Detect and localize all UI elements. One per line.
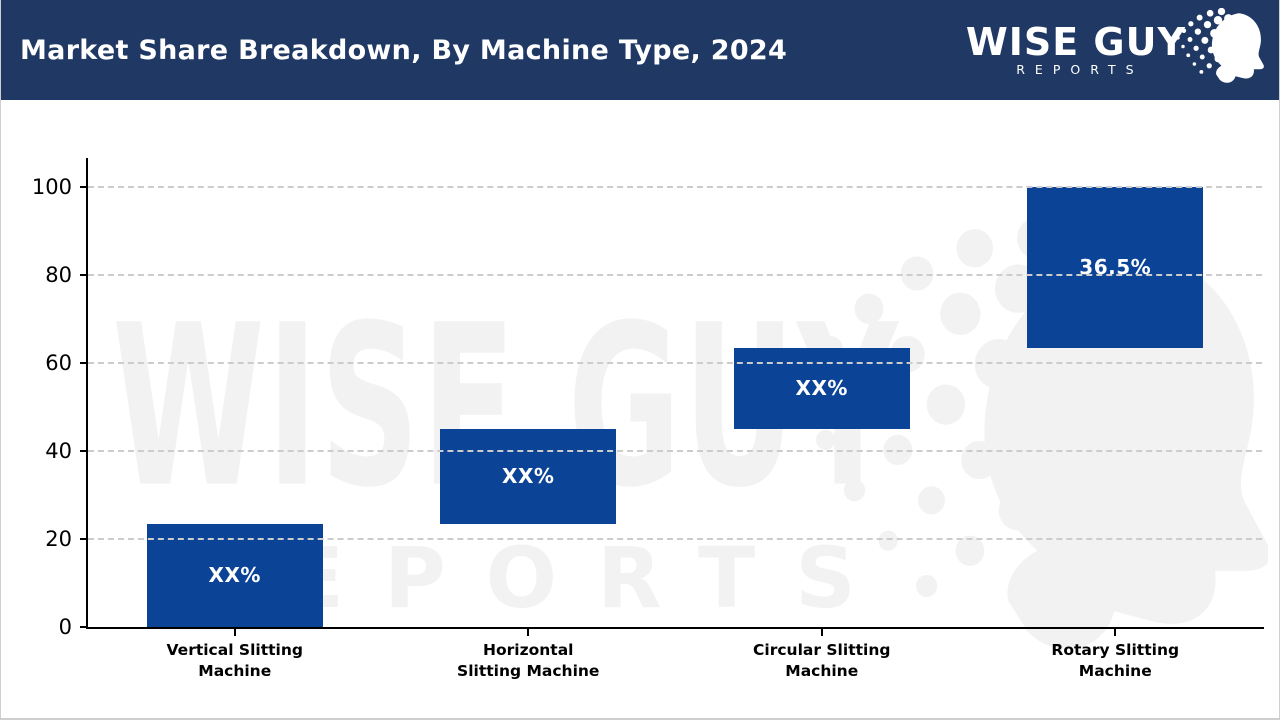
bar-rotary-slitting-machine: 36.5% xyxy=(1027,187,1204,348)
y-tick-label-20: 20 xyxy=(45,527,72,551)
y-tick-label-60: 60 xyxy=(45,351,72,375)
y-axis-line xyxy=(86,158,88,629)
header-banner: Market Share Breakdown, By Machine Type,… xyxy=(0,0,1280,100)
x-tick-horizontal-slitting-machine xyxy=(527,629,530,636)
y-tick-label-40: 40 xyxy=(45,439,72,463)
chart-area: WISE GUY REPORTS 0 20 40 60 80 100 XX% Vertical… xyxy=(0,100,1280,720)
y-tick-label-80: 80 xyxy=(45,263,72,287)
wiseguy-logo-text: WISE GUY REPORTS xyxy=(966,23,1186,77)
x-tick-label-circular-slitting-machine: Circular Slitting Machine xyxy=(753,641,891,680)
x-axis-line xyxy=(86,627,1264,629)
bar-value-label: XX% xyxy=(795,376,848,401)
bar-value-label: 36.5% xyxy=(1079,255,1152,280)
x-tick-label-horizontal-slitting-machine: Horizontal Slitting Machine xyxy=(457,641,600,680)
y-tick-80 xyxy=(80,274,88,276)
bar-vertical-slitting-machine: XX% xyxy=(146,523,323,627)
y-tick-100 xyxy=(80,186,88,188)
bar-horizontal-slitting-machine: XX% xyxy=(440,429,617,524)
wiseguy-brand-label: WISE GUY xyxy=(965,20,1186,65)
bar-value-label: XX% xyxy=(502,464,555,489)
x-tick-rotary-slitting-machine xyxy=(1114,629,1117,636)
y-tick-20 xyxy=(80,538,88,540)
x-tick-circular-slitting-machine xyxy=(820,629,823,636)
x-tick-vertical-slitting-machine xyxy=(233,629,236,636)
bar-value-label: XX% xyxy=(208,563,261,588)
chart-title: Market Share Breakdown, By Machine Type,… xyxy=(20,34,788,66)
y-tick-40 xyxy=(80,450,88,452)
wiseguy-logo: WISE GUY REPORTS xyxy=(966,8,1264,92)
x-tick-label-rotary-slitting-machine: Rotary Slitting Machine xyxy=(1051,641,1180,680)
y-tick-label-100: 100 xyxy=(31,175,72,199)
y-tick-label-0: 0 xyxy=(58,615,72,639)
bar-circular-slitting-machine: XX% xyxy=(733,347,910,429)
wiseguy-face-icon xyxy=(1175,8,1264,83)
y-tick-0 xyxy=(80,626,88,628)
y-tick-60 xyxy=(80,362,88,364)
wiseguy-reports-label: REPORTS xyxy=(1016,62,1144,78)
x-tick-label-vertical-slitting-machine: Vertical Slitting Machine xyxy=(166,641,303,680)
